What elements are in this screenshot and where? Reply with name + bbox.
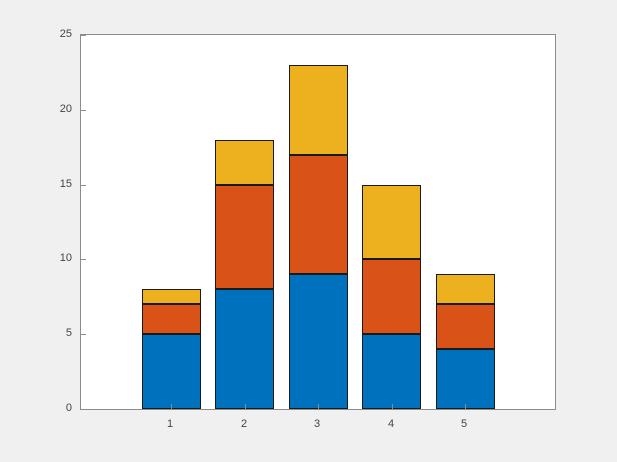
bar-segment-series-3-yellow-x3 [289, 64, 348, 155]
x-tick-label: 1 [166, 418, 174, 430]
y-tick-mark [81, 110, 86, 111]
y-tick-label: 25 [59, 28, 72, 40]
bar-segment-series-1-blue-x5 [436, 349, 495, 409]
bar-segment-series-2-orange-x1 [142, 304, 201, 335]
y-tick-mark [81, 35, 86, 36]
y-tick-label: 10 [59, 252, 72, 264]
x-tick-label: 5 [460, 418, 468, 430]
bar-segment-series-1-blue-x1 [142, 334, 201, 409]
y-tick-mark [81, 185, 86, 186]
bar-segment-series-1-blue-x3 [289, 274, 348, 409]
bar-segment-series-2-orange-x5 [436, 304, 495, 350]
plot-area [80, 34, 556, 410]
bar-segment-series-3-yellow-x2 [215, 139, 274, 185]
bar-segment-series-2-orange-x2 [215, 184, 274, 290]
x-tick-mark [245, 404, 246, 409]
y-tick-label: 15 [59, 178, 72, 190]
x-tick-label: 2 [240, 418, 248, 430]
y-tick-label: 20 [59, 103, 72, 115]
x-tick-mark [171, 404, 172, 409]
x-tick-mark [318, 404, 319, 409]
x-tick-label: 4 [387, 418, 395, 430]
y-tick-label: 5 [65, 327, 72, 339]
x-tick-label: 3 [313, 418, 321, 430]
bar-segment-series-2-orange-x4 [362, 259, 421, 335]
bar-segment-series-1-blue-x4 [362, 334, 421, 409]
bar-segment-series-1-blue-x2 [215, 289, 274, 409]
x-tick-mark [392, 404, 393, 409]
y-tick-label: 0 [65, 402, 72, 414]
bar-segment-series-3-yellow-x4 [362, 184, 421, 260]
x-tick-mark [465, 404, 466, 409]
bar-segment-series-3-yellow-x1 [142, 289, 201, 305]
bar-segment-series-2-orange-x3 [289, 154, 348, 275]
y-tick-mark [81, 334, 86, 335]
y-tick-mark [81, 409, 86, 410]
y-tick-mark [81, 259, 86, 260]
bar-segment-series-3-yellow-x5 [436, 274, 495, 305]
